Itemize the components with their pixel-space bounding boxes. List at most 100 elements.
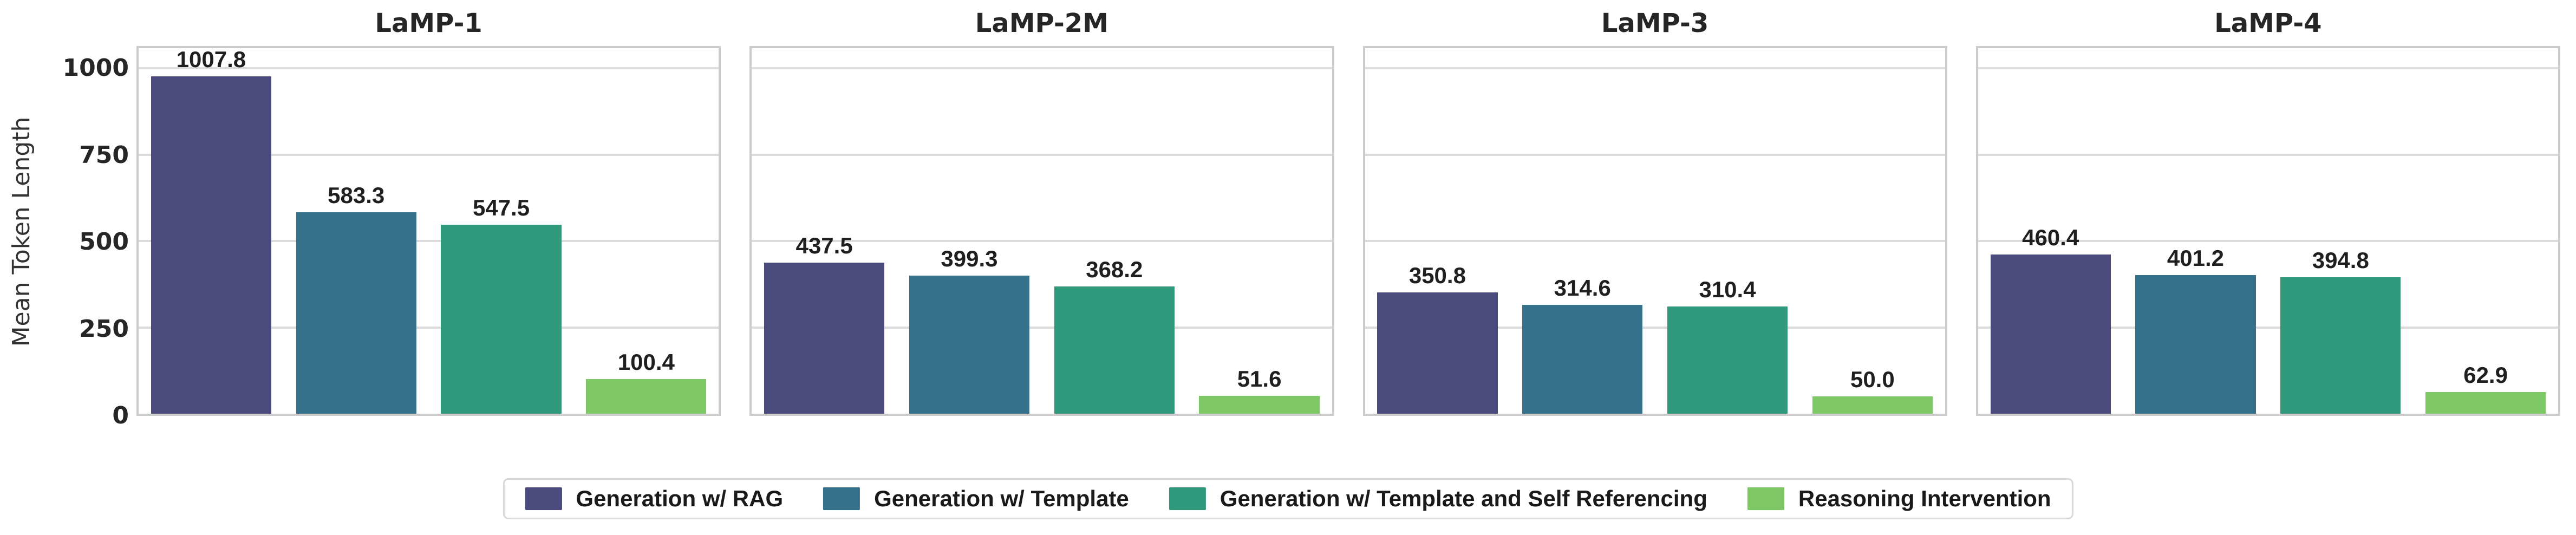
subplot-title: LaMP-2M bbox=[975, 8, 1108, 38]
bar-generation-w-template-and-self-referencing bbox=[2280, 277, 2401, 414]
legend-item: Generation w/ Template bbox=[823, 486, 1129, 512]
bar-generation-w-rag bbox=[764, 262, 885, 414]
bar-reasoning-intervention bbox=[2425, 392, 2546, 414]
bar-group: 100.4 bbox=[573, 48, 719, 414]
y-tick-label: 0 bbox=[112, 402, 129, 429]
subplot-lamp-3: LaMP-3 350.8 314.6 310.4 50.0 bbox=[1362, 0, 1947, 416]
bar-group: 314.6 bbox=[1510, 48, 1655, 414]
plot-area: 1007.8 583.3 547.5 100.4 bbox=[136, 46, 721, 416]
bar-group: 350.8 bbox=[1365, 48, 1510, 414]
gridline bbox=[752, 240, 1332, 243]
bar-generation-w-rag bbox=[1990, 255, 2111, 414]
legend-swatch bbox=[525, 487, 562, 510]
bar-value-label: 460.4 bbox=[2022, 225, 2079, 251]
gridline bbox=[1365, 67, 1945, 70]
gridline bbox=[139, 240, 719, 243]
subplot-lamp-4: LaMP-4 460.4 401.2 394.8 62.9 bbox=[1975, 0, 2560, 416]
gridline bbox=[1978, 240, 2558, 243]
gridline bbox=[1365, 326, 1945, 329]
bar-value-label: 394.8 bbox=[2312, 247, 2369, 273]
bar-group: 399.3 bbox=[897, 48, 1042, 414]
bar-group: 368.2 bbox=[1042, 48, 1187, 414]
bar-group: 547.5 bbox=[429, 48, 574, 414]
bar-group: 583.3 bbox=[284, 48, 429, 414]
bar-generation-w-template bbox=[909, 276, 1030, 414]
bar-value-label: 350.8 bbox=[1408, 263, 1466, 289]
bar-value-label: 100.4 bbox=[617, 349, 675, 375]
gridline bbox=[1365, 153, 1945, 156]
bar-generation-w-template bbox=[1522, 305, 1643, 414]
legend-swatch bbox=[823, 487, 860, 510]
bar-group: 51.6 bbox=[1187, 48, 1332, 414]
bars-container: 460.4 401.2 394.8 62.9 bbox=[1978, 48, 2558, 414]
legend-label: Generation w/ Template and Self Referenc… bbox=[1219, 486, 1707, 511]
bar-group: 62.9 bbox=[2413, 48, 2558, 414]
bar-value-label: 50.0 bbox=[1850, 367, 1895, 393]
bar-generation-w-template bbox=[296, 212, 416, 414]
bar-group: 401.2 bbox=[2123, 48, 2268, 414]
legend-item: Reasoning Intervention bbox=[1747, 486, 2051, 512]
legend-swatch bbox=[1747, 487, 1784, 510]
bar-group: 460.4 bbox=[1978, 48, 2123, 414]
plot-area: 350.8 314.6 310.4 50.0 bbox=[1362, 46, 1947, 416]
legend-swatch bbox=[1169, 487, 1206, 510]
subplot-row: LaMP-1 1007.8 583.3 547.5 100.4 LaMP-2M 437.5 3… bbox=[136, 0, 2560, 416]
bar-value-label: 547.5 bbox=[472, 194, 530, 220]
y-tick-label: 750 bbox=[79, 141, 129, 169]
bar-group: 310.4 bbox=[1655, 48, 1800, 414]
bar-generation-w-rag bbox=[1377, 292, 1498, 414]
bars-container: 350.8 314.6 310.4 50.0 bbox=[1365, 48, 1945, 414]
bar-value-label: 399.3 bbox=[941, 246, 998, 272]
bar-group: 1007.8 bbox=[139, 48, 284, 414]
bar-group: 394.8 bbox=[2268, 48, 2413, 414]
bar-reasoning-intervention bbox=[1199, 396, 1320, 414]
bar-reasoning-intervention bbox=[1812, 396, 1933, 414]
bar-generation-w-rag bbox=[151, 76, 272, 414]
bar-value-label: 310.4 bbox=[1699, 276, 1756, 302]
gridline bbox=[1978, 153, 2558, 156]
y-tick-label: 1000 bbox=[62, 54, 129, 82]
bars-container: 437.5 399.3 368.2 51.6 bbox=[752, 48, 1332, 414]
bar-group: 437.5 bbox=[752, 48, 897, 414]
subplot-lamp-2m: LaMP-2M 437.5 399.3 368.2 51.6 bbox=[749, 0, 1334, 416]
gridline bbox=[1978, 326, 2558, 329]
bar-generation-w-template-and-self-referencing bbox=[1667, 306, 1788, 414]
legend-label: Generation w/ Template bbox=[874, 486, 1129, 511]
bar-value-label: 314.6 bbox=[1554, 275, 1611, 301]
gridline bbox=[752, 67, 1332, 70]
bar-value-label: 1007.8 bbox=[176, 47, 246, 72]
legend-label: Generation w/ RAG bbox=[576, 486, 784, 511]
bar-generation-w-template-and-self-referencing bbox=[441, 224, 562, 414]
subplot-lamp-1: LaMP-1 1007.8 583.3 547.5 100.4 bbox=[136, 0, 721, 416]
bar-value-label: 437.5 bbox=[795, 232, 853, 258]
subplot-title: LaMP-1 bbox=[375, 8, 482, 38]
bar-value-label: 368.2 bbox=[1086, 257, 1143, 283]
plot-area: 460.4 401.2 394.8 62.9 bbox=[1975, 46, 2560, 416]
bar-value-label: 583.3 bbox=[328, 182, 385, 208]
y-tick-label: 250 bbox=[79, 315, 129, 343]
legend-item: Generation w/ RAG bbox=[525, 486, 783, 512]
y-tick-label: 500 bbox=[79, 228, 129, 256]
bar-reasoning-intervention bbox=[586, 379, 707, 414]
y-axis-ticks: 0 250 500 750 1000 bbox=[0, 48, 129, 428]
gridline bbox=[752, 326, 1332, 329]
bar-value-label: 51.6 bbox=[1237, 366, 1282, 392]
plot-area: 437.5 399.3 368.2 51.6 bbox=[749, 46, 1334, 416]
subplot-title: LaMP-3 bbox=[1601, 8, 1709, 38]
bars-container: 1007.8 583.3 547.5 100.4 bbox=[139, 48, 719, 414]
legend-item: Generation w/ Template and Self Referenc… bbox=[1169, 486, 1707, 512]
bar-generation-w-template bbox=[2135, 275, 2256, 414]
gridline bbox=[1978, 67, 2558, 70]
bar-value-label: 62.9 bbox=[2463, 362, 2508, 388]
subplot-title: LaMP-4 bbox=[2214, 8, 2322, 38]
gridline bbox=[139, 326, 719, 329]
legend: Generation w/ RAG Generation w/ Template G… bbox=[503, 478, 2073, 519]
legend-label: Reasoning Intervention bbox=[1798, 486, 2051, 511]
gridline bbox=[752, 153, 1332, 156]
bar-group: 50.0 bbox=[1800, 48, 1945, 414]
gridline bbox=[139, 153, 719, 156]
gridline bbox=[1365, 240, 1945, 243]
gridline bbox=[139, 67, 719, 70]
bar-value-label: 401.2 bbox=[2167, 245, 2225, 271]
